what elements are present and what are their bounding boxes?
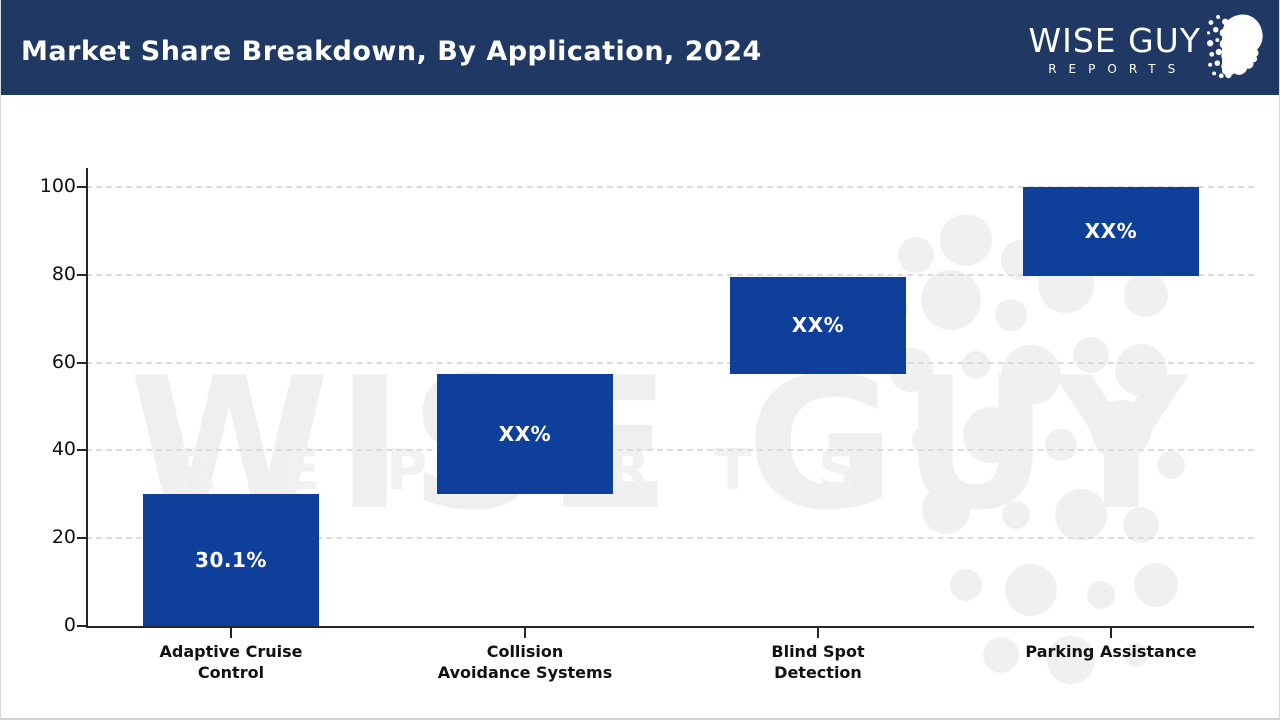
category-label-line: Blind Spot: [771, 642, 865, 661]
x-tick-collision-avoidance-systems: [524, 628, 526, 638]
bar-blind-spot-detection: XX%: [730, 277, 906, 374]
gridline-40: [86, 449, 1254, 452]
y-tick-label-40: 40: [51, 438, 76, 461]
y-tick-label-100: 100: [39, 175, 76, 197]
y-tick-label-60: 60: [51, 350, 76, 373]
category-label-line: Avoidance Systems: [437, 663, 613, 682]
y-tick-label-0: 0: [63, 614, 76, 636]
bar-value-label-adaptive-cruise-control: 30.1%: [195, 547, 267, 572]
y-tick-100: [77, 186, 86, 188]
category-label-line: Parking Assistance: [1025, 642, 1197, 661]
category-label-collision-avoidance-systems: Collision Avoidance Systems: [395, 641, 655, 683]
logo-tagline-text: REPORTS: [1048, 61, 1188, 76]
y-tick-label-80: 80: [51, 262, 76, 285]
x-tick-adaptive-cruise-control: [230, 628, 232, 638]
x-axis-line: [86, 626, 1254, 628]
logo-wordmark: WISE GUY REPORTS: [1028, 21, 1201, 76]
chart-plot-area: WISE GUY REPORTS 02040608010030.1%Adapti…: [1, 95, 1279, 718]
category-label-line: Control: [197, 663, 265, 682]
x-tick-parking-assistance: [1110, 628, 1112, 638]
bar-value-label-collision-avoidance-systems: XX%: [498, 421, 552, 446]
y-tick-label-20: 20: [51, 526, 76, 549]
bar-adaptive-cruise-control: 30.1%: [143, 493, 319, 626]
gridline-20: [86, 537, 1254, 540]
y-axis-line: [86, 168, 88, 628]
category-label-parking-assistance: Parking Assistance: [981, 641, 1241, 662]
chart-title: Market Share Breakdown, By Application, …: [21, 36, 762, 67]
logo-name-text: WISE GUY: [1028, 20, 1201, 60]
bar-value-label-parking-assistance: XX%: [1084, 219, 1138, 244]
category-label-line: Adaptive Cruise: [159, 642, 303, 661]
y-tick-40: [77, 449, 86, 452]
category-label-adaptive-cruise-control: Adaptive Cruise Control: [101, 641, 361, 683]
y-tick-20: [77, 537, 86, 540]
header-bar: Market Share Breakdown, By Application, …: [1, 0, 1279, 95]
bar-value-label-blind-spot-detection: XX%: [791, 313, 845, 338]
gridline-60: [86, 361, 1254, 364]
y-tick-60: [77, 361, 86, 364]
bar-collision-avoidance-systems: XX%: [437, 373, 613, 494]
gridline-100: [86, 186, 1254, 188]
category-label-line: Collision: [486, 642, 564, 661]
bar-parking-assistance: XX%: [1023, 187, 1199, 276]
category-label-blind-spot-detection: Blind Spot Detection: [688, 641, 948, 683]
category-label-line: Detection: [774, 663, 862, 682]
gridline-80: [86, 273, 1254, 276]
logo-face-icon: [1206, 14, 1263, 79]
y-tick-80: [77, 273, 86, 276]
x-tick-blind-spot-detection: [817, 628, 819, 638]
watermark-face-icon: [884, 215, 1185, 684]
wise-guy-logo: WISE GUY REPORTS: [1028, 6, 1265, 90]
y-tick-0: [77, 625, 86, 627]
